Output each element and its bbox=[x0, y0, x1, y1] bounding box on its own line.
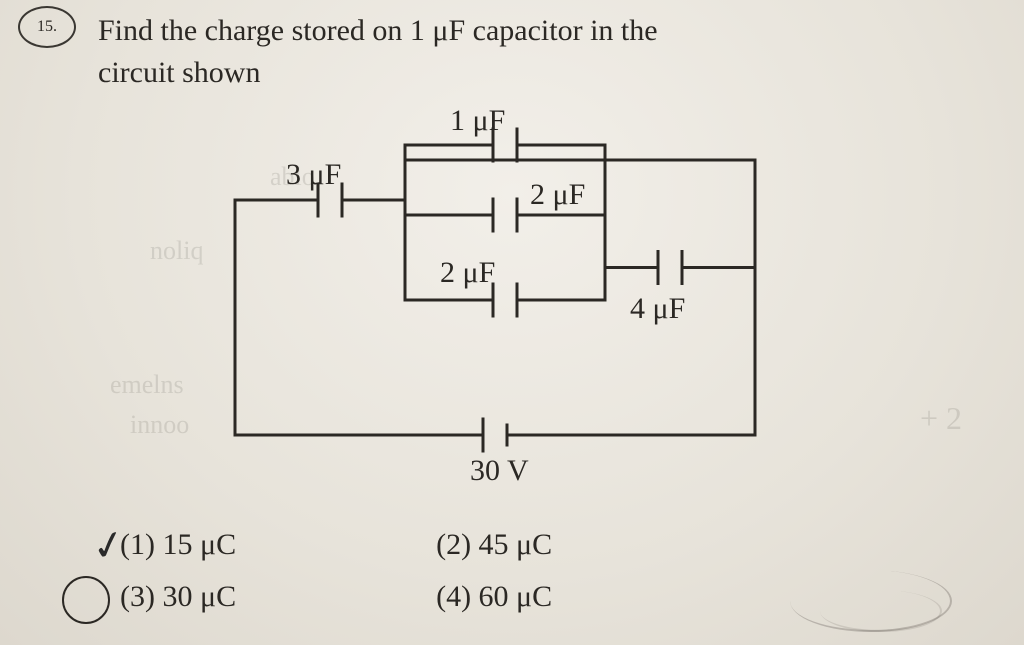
label-30v: 30 V bbox=[470, 454, 529, 488]
label-2uf-upper: 2 μF bbox=[530, 178, 585, 212]
answer-2: (2) 45 μC bbox=[436, 528, 552, 562]
answer-4: (4) 60 μC bbox=[436, 580, 552, 614]
page-root: 15. Find the charge stored on 1 μF capac… bbox=[0, 0, 1024, 645]
label-1uf: 1 μF bbox=[450, 104, 505, 138]
answer-3: (3) 30 μC bbox=[120, 580, 236, 614]
label-4uf: 4 μF bbox=[630, 292, 685, 326]
label-3uf: 3 μF bbox=[286, 158, 341, 192]
scribble-circle-icon bbox=[62, 576, 110, 624]
answers-grid: (1) 15 μC (2) 45 μC (3) 30 μC (4) 60 μC bbox=[120, 528, 552, 614]
scribble-curve-icon bbox=[820, 590, 942, 632]
label-2uf-lower: 2 μF bbox=[440, 256, 495, 290]
answer-1: (1) 15 μC bbox=[120, 528, 236, 562]
